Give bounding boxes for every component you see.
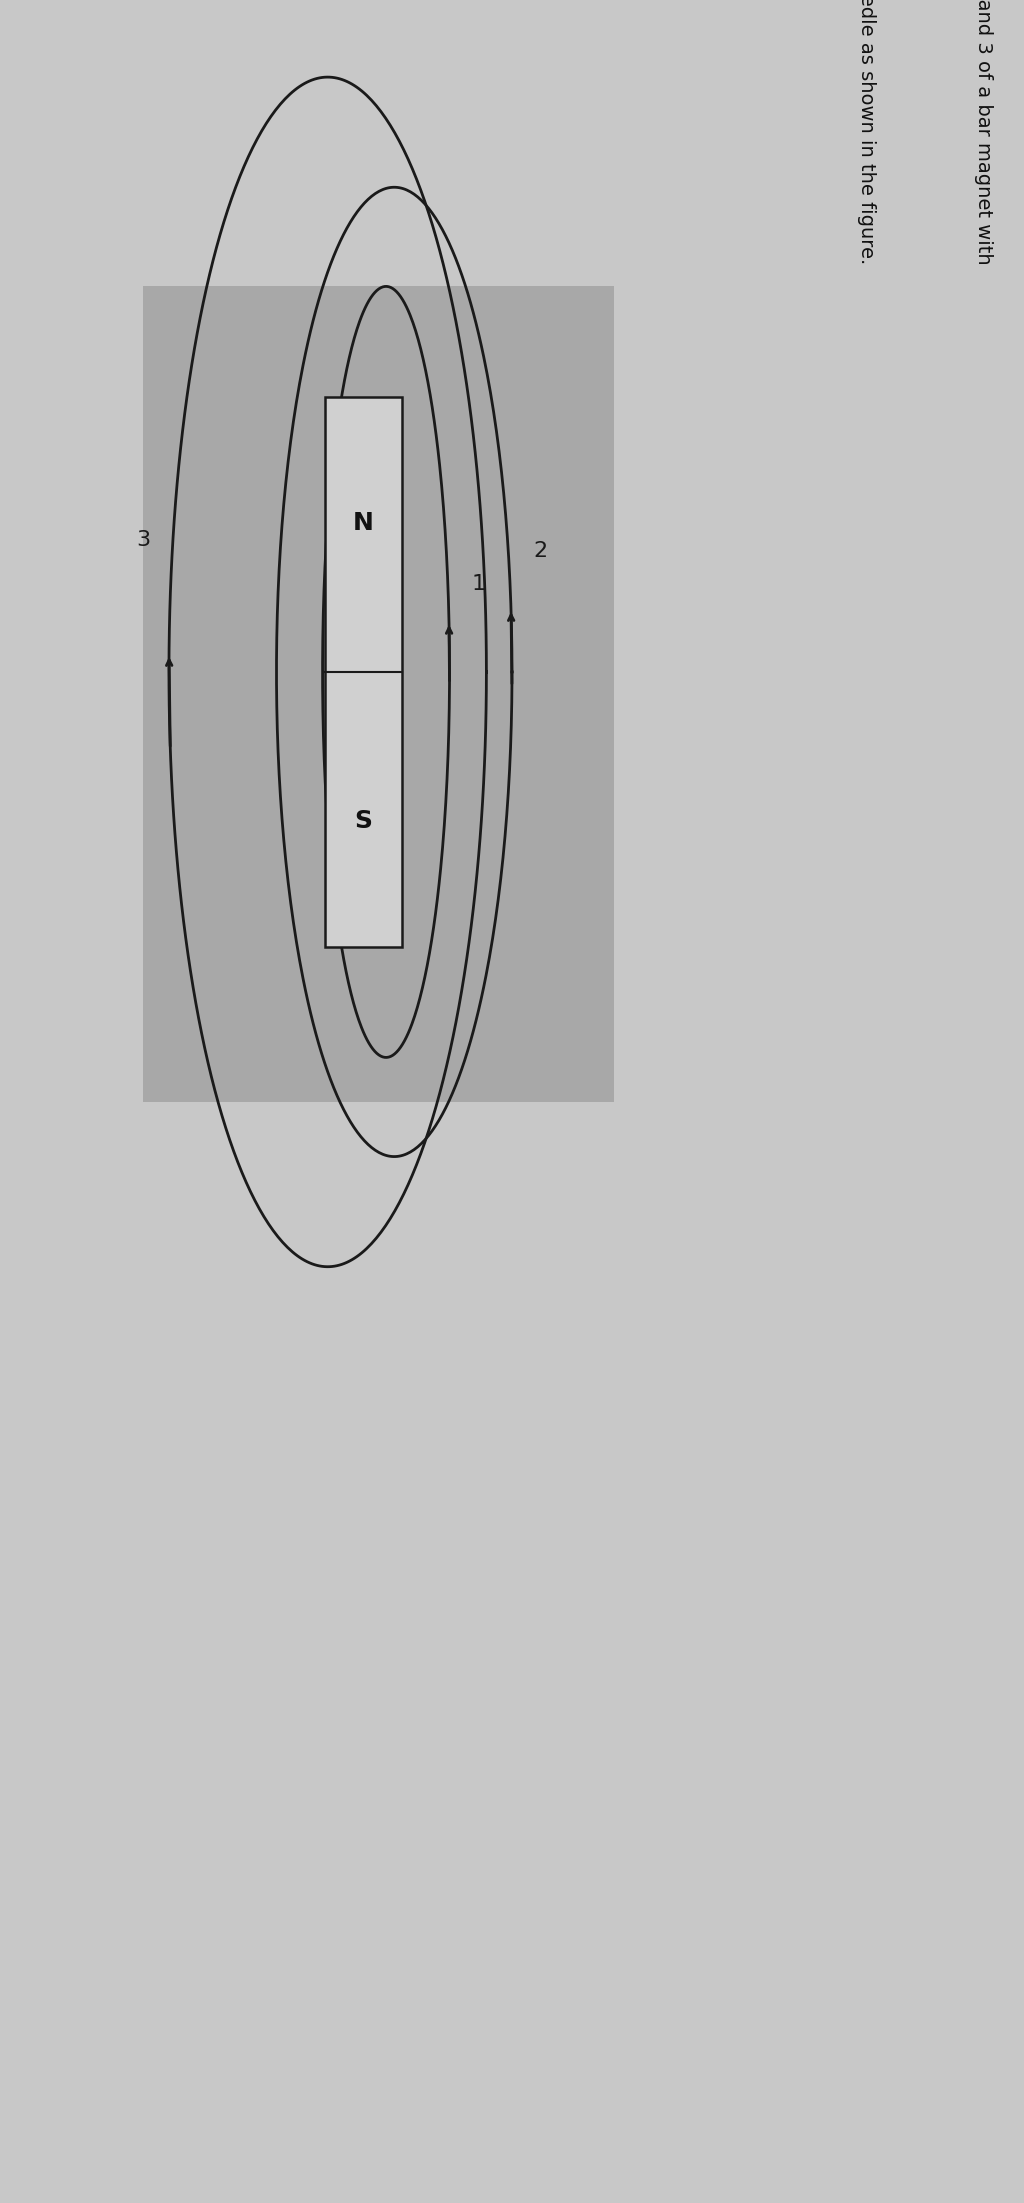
Text: 3: 3 xyxy=(136,529,151,551)
Bar xyxy=(326,397,401,947)
Text: N: N xyxy=(353,511,374,535)
Text: the help of a compass needle as shown in the figure.: the help of a compass needle as shown in… xyxy=(856,0,876,264)
Text: 2: 2 xyxy=(534,540,548,562)
Text: S: S xyxy=(354,809,373,833)
Text: 6.  A student drew three magnetic field lines 1, 2 and 3 of a bar magnet with: 6. A student drew three magnetic field l… xyxy=(974,0,993,264)
Text: 1: 1 xyxy=(471,573,485,595)
Bar xyxy=(143,286,614,1102)
